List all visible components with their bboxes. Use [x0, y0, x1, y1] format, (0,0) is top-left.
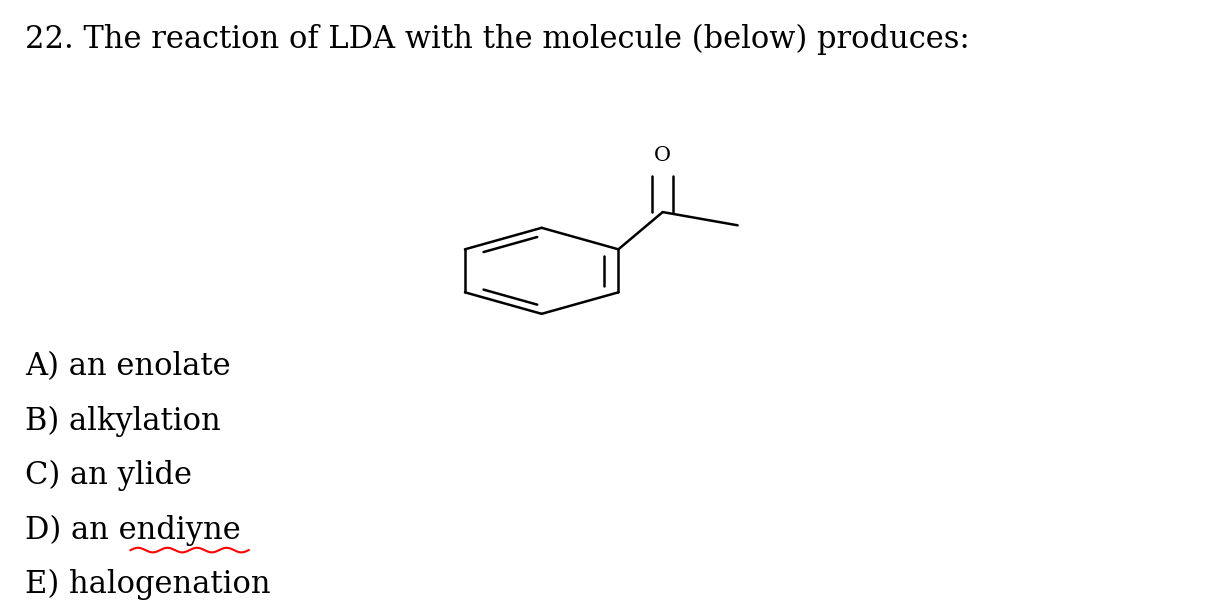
- Text: B) alkylation: B) alkylation: [25, 405, 221, 437]
- Text: O: O: [654, 146, 671, 165]
- Text: E) halogenation: E) halogenation: [25, 569, 271, 600]
- Text: D) an endiyne: D) an endiyne: [25, 514, 241, 546]
- Text: C) an ylide: C) an ylide: [25, 460, 193, 491]
- Text: A) an enolate: A) an enolate: [25, 351, 231, 382]
- Text: 22. The reaction of LDA with the molecule (below) produces:: 22. The reaction of LDA with the molecul…: [25, 24, 970, 56]
